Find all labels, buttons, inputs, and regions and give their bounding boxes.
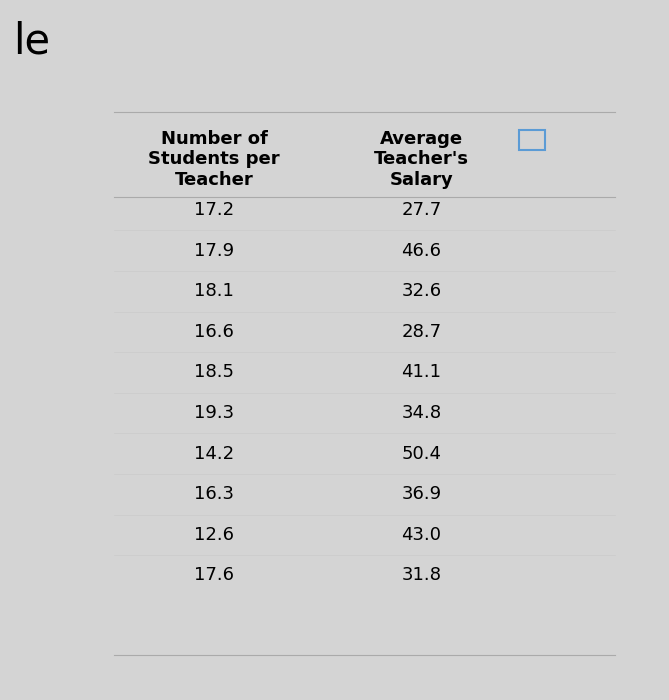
Text: Average
Teacher's
Salary: Average Teacher's Salary bbox=[374, 130, 469, 189]
Text: 17.6: 17.6 bbox=[194, 566, 234, 584]
Text: 50.4: 50.4 bbox=[401, 444, 442, 463]
Text: 32.6: 32.6 bbox=[401, 282, 442, 300]
Text: 31.8: 31.8 bbox=[401, 566, 442, 584]
Text: 41.1: 41.1 bbox=[401, 363, 442, 382]
Text: 16.6: 16.6 bbox=[194, 323, 234, 341]
Text: 46.6: 46.6 bbox=[401, 241, 442, 260]
Text: Number of
Students per
Teacher: Number of Students per Teacher bbox=[149, 130, 280, 189]
Text: 14.2: 14.2 bbox=[194, 444, 234, 463]
Text: 43.0: 43.0 bbox=[401, 526, 442, 544]
Text: 18.5: 18.5 bbox=[194, 363, 234, 382]
Text: 16.3: 16.3 bbox=[194, 485, 234, 503]
Text: 19.3: 19.3 bbox=[194, 404, 234, 422]
Text: 34.8: 34.8 bbox=[401, 404, 442, 422]
Text: 18.1: 18.1 bbox=[194, 282, 234, 300]
Text: 17.9: 17.9 bbox=[194, 241, 234, 260]
Text: le: le bbox=[13, 21, 50, 63]
Text: 17.2: 17.2 bbox=[194, 201, 234, 219]
Text: 12.6: 12.6 bbox=[194, 526, 234, 544]
Text: 36.9: 36.9 bbox=[401, 485, 442, 503]
Text: 27.7: 27.7 bbox=[401, 201, 442, 219]
Text: 28.7: 28.7 bbox=[401, 323, 442, 341]
